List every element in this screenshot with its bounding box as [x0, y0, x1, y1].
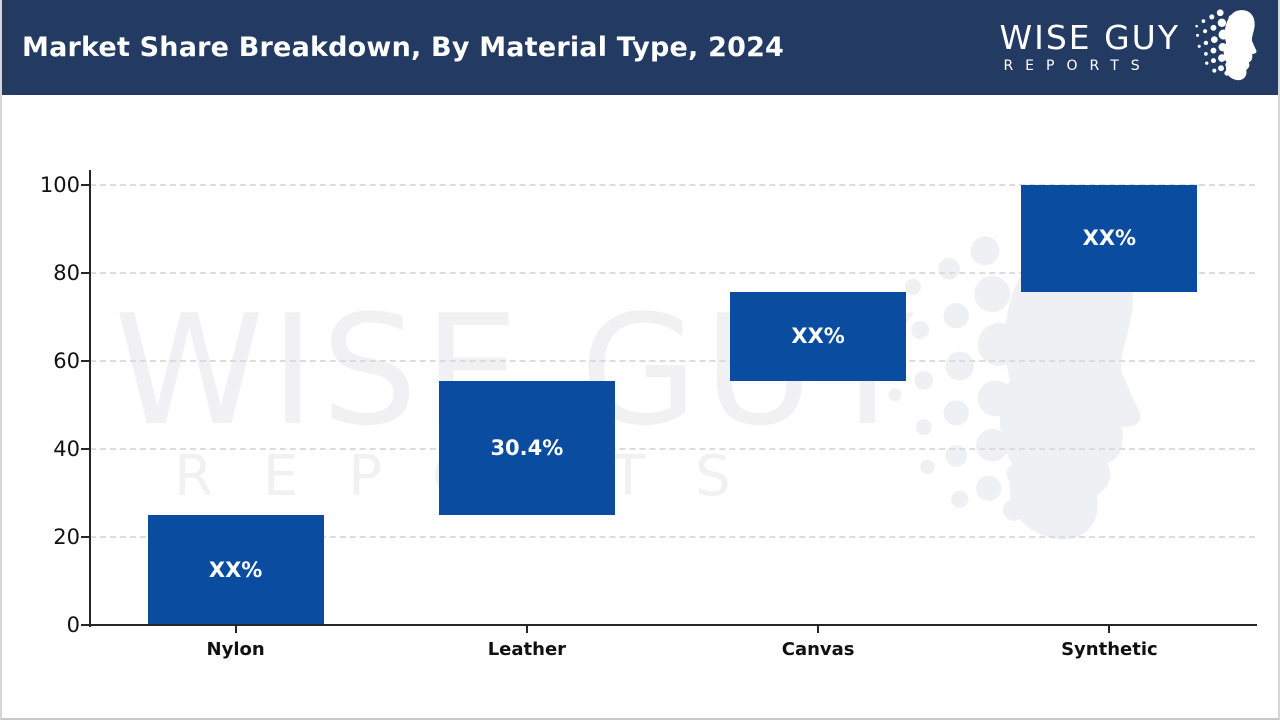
y-tick-mark: [81, 184, 90, 186]
logo-text: WISE GUY REPORTS: [999, 18, 1180, 75]
bar-value-label: XX%: [1082, 226, 1137, 251]
x-category-label: Nylon: [206, 639, 265, 660]
bar-synthetic: XX%: [1021, 185, 1198, 292]
gridline-100: [90, 184, 1255, 186]
y-tick-label: 0: [66, 613, 80, 637]
chart-title: Market Share Breakdown, By Material Type…: [22, 32, 785, 63]
x-tick-mark: [1108, 625, 1111, 633]
y-tick-label: 20: [53, 525, 80, 549]
logo-wordmark: WISE GUY: [999, 18, 1180, 57]
header-bar: Market Share Breakdown, By Material Type…: [2, 0, 1278, 95]
y-tick-mark: [81, 624, 90, 626]
x-category-label: Canvas: [781, 639, 855, 660]
bar-value-label: XX%: [208, 557, 263, 582]
bar-value-label: 30.4%: [490, 435, 564, 460]
y-tick-label: 100: [39, 173, 80, 197]
gridline-20: [90, 536, 1255, 538]
bar-canvas: XX%: [730, 291, 907, 381]
y-tick-label: 60: [53, 349, 80, 373]
x-category-label: Synthetic: [1061, 639, 1158, 660]
bar-value-label: XX%: [791, 324, 845, 349]
x-tick-mark: [525, 625, 528, 633]
x-tick-mark: [234, 625, 237, 633]
gridline-60: [90, 360, 1255, 362]
wise-guy-reports-logo: WISE GUY REPORTS: [999, 6, 1258, 90]
x-tick-mark: [817, 625, 820, 633]
gridline-40: [90, 448, 1255, 450]
y-tick-mark: [81, 536, 90, 538]
y-tick-mark: [81, 448, 90, 450]
y-tick-label: 80: [53, 261, 80, 285]
y-tick-mark: [81, 360, 90, 362]
y-tick-label: 40: [53, 437, 80, 461]
bar-leather: 30.4%: [438, 380, 615, 515]
bar-nylon: XX%: [147, 514, 324, 625]
y-tick-mark: [81, 272, 90, 274]
gridline-80: [90, 272, 1255, 274]
logo-face-dots-icon: [1195, 8, 1257, 80]
logo-reports-text: REPORTS: [1003, 58, 1152, 74]
x-category-label: Leather: [487, 639, 567, 660]
x-axis-line: [89, 624, 1257, 626]
y-axis-line: [89, 170, 91, 627]
